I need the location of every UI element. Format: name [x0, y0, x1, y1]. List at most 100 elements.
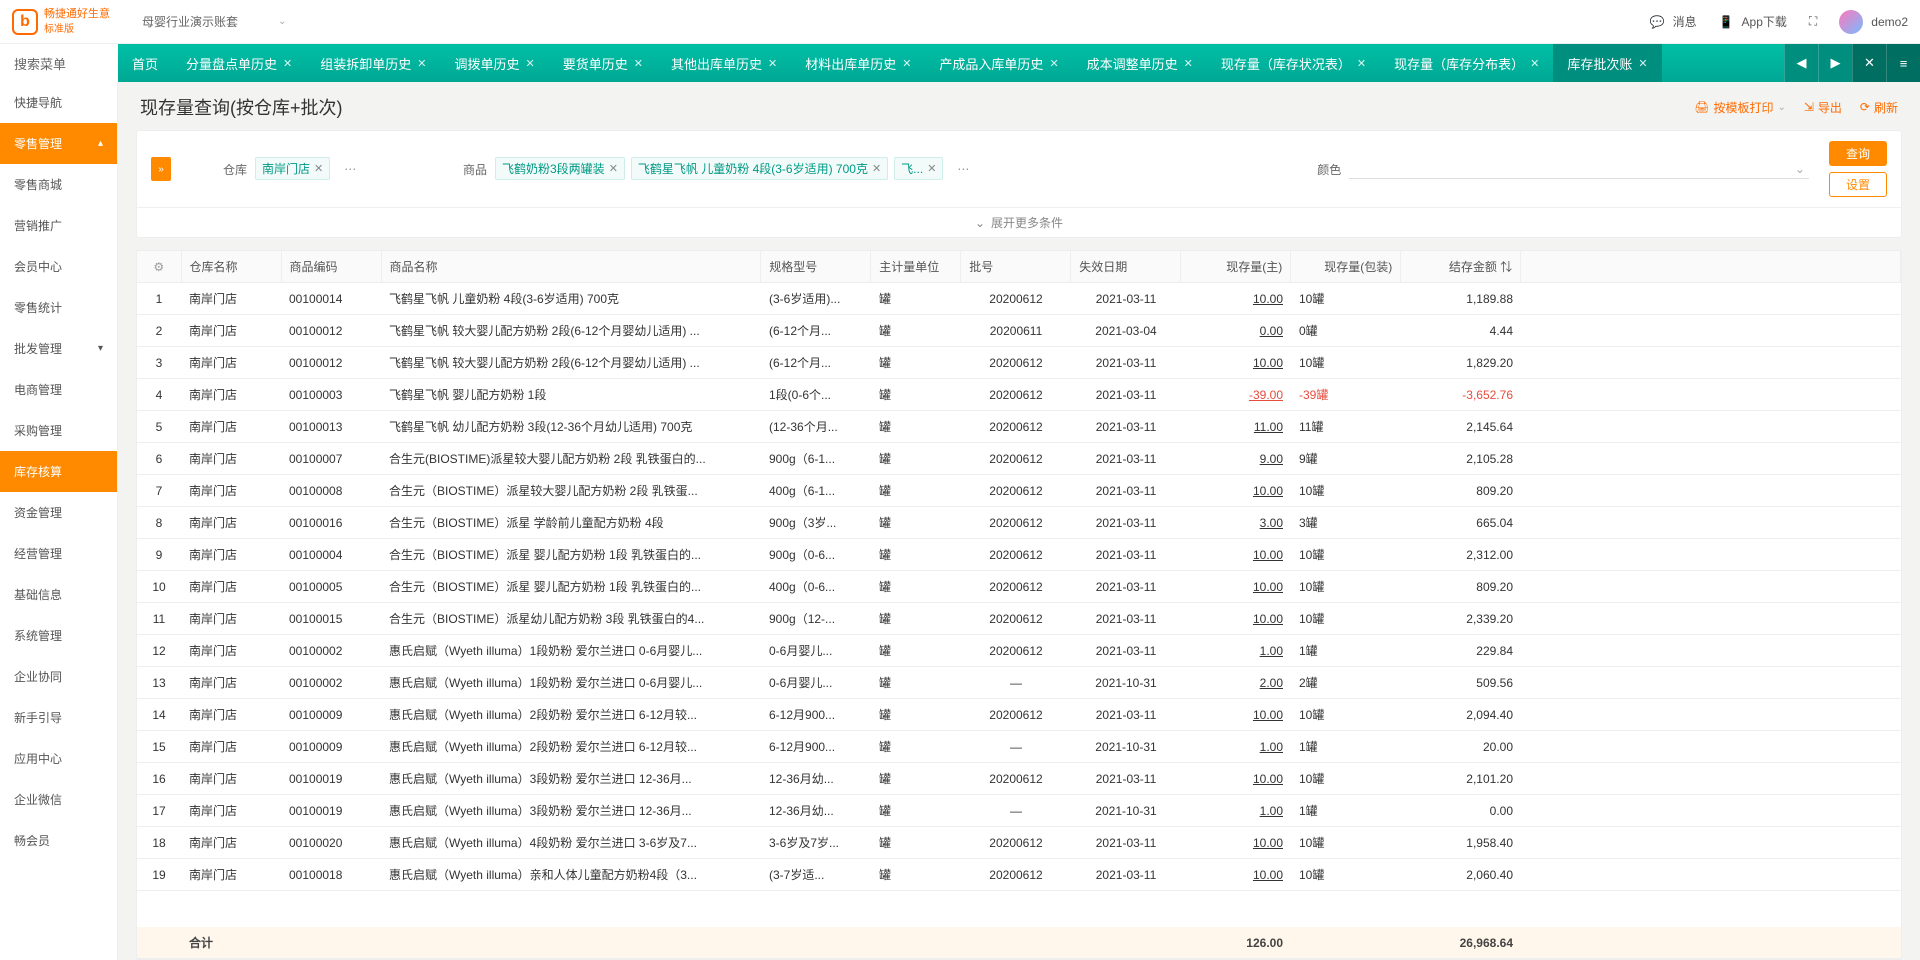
cell-qty[interactable]: 0.00 — [1181, 315, 1291, 347]
tab-menu[interactable]: ≡ — [1886, 44, 1920, 82]
table-row[interactable]: 11 南岸门店 00100015 合生元（BIOSTIME）派星幼儿配方奶粉 3… — [137, 603, 1901, 635]
tab[interactable]: 产成品入库单历史✕ — [925, 44, 1072, 82]
cell-qty[interactable]: 1.00 — [1181, 731, 1291, 763]
column-header[interactable]: 主计量单位 — [871, 251, 961, 283]
column-header[interactable]: 商品编码 — [281, 251, 381, 283]
tab[interactable]: 其他出库单历史✕ — [657, 44, 791, 82]
column-header[interactable]: 规格型号 — [761, 251, 871, 283]
table-row[interactable]: 6 南岸门店 00100007 合生元(BIOSTIME)派星较大婴儿配方奶粉 … — [137, 443, 1901, 475]
cell-qty[interactable]: 11.00 — [1181, 411, 1291, 443]
cell-qty[interactable]: 10.00 — [1181, 603, 1291, 635]
filter-chip[interactable]: 飞鹤奶粉3段两罐装✕ — [495, 157, 625, 180]
sidebar-item[interactable]: 会员中心 — [0, 246, 117, 287]
sidebar-item[interactable]: 基础信息 — [0, 574, 117, 615]
product-filter[interactable]: 飞鹤奶粉3段两罐装✕飞鹤星飞帆 儿童奶粉 4段(3-6岁适用) 700克✕飞..… — [495, 156, 943, 182]
cell-qty[interactable]: 10.00 — [1181, 827, 1291, 859]
export-button[interactable]: ⇲ 导出 — [1804, 99, 1842, 116]
sidebar-item[interactable]: 应用中心 — [0, 738, 117, 779]
close-icon[interactable]: ✕ — [283, 57, 292, 70]
tab[interactable]: 现存量（库存分布表）✕ — [1380, 44, 1553, 82]
column-header[interactable]: 商品名称 — [381, 251, 761, 283]
filter-chip[interactable]: 飞...✕ — [894, 157, 943, 180]
tab[interactable]: 要货单历史✕ — [549, 44, 657, 82]
sidebar-search[interactable]: 搜索菜单 — [0, 44, 118, 82]
filter-chip[interactable]: 南岸门店✕ — [255, 157, 330, 180]
sidebar-item[interactable]: 营销推广 — [0, 205, 117, 246]
tab-scroll-right[interactable]: ▶ — [1818, 44, 1852, 82]
print-button[interactable]: 🖨 按模板打印 ⌄ — [1694, 99, 1786, 116]
tab[interactable]: 调拨单历史✕ — [440, 44, 548, 82]
close-icon[interactable]: ✕ — [1638, 57, 1647, 70]
table-row[interactable]: 7 南岸门店 00100008 合生元（BIOSTIME）派星较大婴儿配方奶粉 … — [137, 475, 1901, 507]
close-icon[interactable]: ✕ — [1530, 57, 1539, 70]
close-icon[interactable]: ✕ — [417, 57, 426, 70]
table-row[interactable]: 8 南岸门店 00100016 合生元（BIOSTIME）派星 学龄前儿童配方奶… — [137, 507, 1901, 539]
cell-qty[interactable]: 10.00 — [1181, 347, 1291, 379]
close-icon[interactable]: ✕ — [609, 162, 618, 175]
close-icon[interactable]: ✕ — [872, 162, 881, 175]
table-row[interactable]: 1 南岸门店 00100014 飞鹤星飞帆 儿童奶粉 4段(3-6岁适用) 70… — [137, 283, 1901, 315]
refresh-button[interactable]: ⟳ 刷新 — [1860, 99, 1898, 116]
cell-qty[interactable]: 9.00 — [1181, 443, 1291, 475]
color-filter[interactable]: ⌄ — [1349, 160, 1809, 179]
column-header[interactable]: ⚙ — [137, 251, 181, 283]
app-download-link[interactable]: 📱 App下载 — [1719, 13, 1787, 30]
table-row[interactable]: 19 南岸门店 00100018 惠氏启赋（Wyeth illuma）亲和人体儿… — [137, 859, 1901, 891]
warehouse-picker-icon[interactable]: ⋯ — [338, 162, 362, 176]
cell-qty[interactable]: 10.00 — [1181, 571, 1291, 603]
tab[interactable]: 组装拆卸单历史✕ — [306, 44, 440, 82]
cell-qty[interactable]: 10.00 — [1181, 699, 1291, 731]
column-header[interactable]: 现存量(包装) — [1291, 251, 1401, 283]
table-row[interactable]: 9 南岸门店 00100004 合生元（BIOSTIME）派星 婴儿配方奶粉 1… — [137, 539, 1901, 571]
sidebar-item[interactable]: 库存核算 — [0, 451, 117, 492]
close-icon[interactable]: ✕ — [634, 57, 643, 70]
tab[interactable]: 现存量（库存状况表）✕ — [1207, 44, 1380, 82]
tab[interactable]: 分量盘点单历史✕ — [172, 44, 306, 82]
close-icon[interactable]: ✕ — [1184, 57, 1193, 70]
sidebar-item[interactable]: 资金管理 — [0, 492, 117, 533]
sidebar-item[interactable]: 批发管理▾ — [0, 328, 117, 369]
sidebar-item[interactable]: 经营管理 — [0, 533, 117, 574]
sidebar-item[interactable]: 快捷导航 — [0, 82, 117, 123]
column-header[interactable]: 现存量(主) — [1181, 251, 1291, 283]
table-row[interactable]: 16 南岸门店 00100019 惠氏启赋（Wyeth illuma）3段奶粉 … — [137, 763, 1901, 795]
close-icon[interactable]: ✕ — [927, 162, 936, 175]
table-row[interactable]: 2 南岸门店 00100012 飞鹤星飞帆 较大婴儿配方奶粉 2段(6-12个月… — [137, 315, 1901, 347]
cell-qty[interactable]: 1.00 — [1181, 795, 1291, 827]
sidebar-item[interactable]: 新手引导 — [0, 697, 117, 738]
table-row[interactable]: 4 南岸门店 00100003 飞鹤星飞帆 婴儿配方奶粉 1段 1段(0-6个.… — [137, 379, 1901, 411]
sidebar-item[interactable]: 零售统计 — [0, 287, 117, 328]
column-header[interactable]: 失效日期 — [1071, 251, 1181, 283]
account-selector[interactable]: 母婴行业演示账套 ⌄ — [142, 13, 286, 30]
close-icon[interactable]: ✕ — [1357, 57, 1366, 70]
close-icon[interactable]: ✕ — [768, 57, 777, 70]
close-icon[interactable]: ✕ — [1049, 57, 1058, 70]
sidebar-item[interactable]: 畅会员 — [0, 820, 117, 861]
sidebar-item[interactable]: 电商管理 — [0, 369, 117, 410]
cell-qty[interactable]: 3.00 — [1181, 507, 1291, 539]
cell-qty[interactable]: 2.00 — [1181, 667, 1291, 699]
table-row[interactable]: 17 南岸门店 00100019 惠氏启赋（Wyeth illuma）3段奶粉 … — [137, 795, 1901, 827]
fullscreen-icon[interactable]: ⛶ — [1809, 14, 1817, 29]
product-picker-icon[interactable]: ⋯ — [951, 162, 975, 176]
close-icon[interactable]: ✕ — [314, 162, 323, 175]
sidebar-item[interactable]: 零售商城 — [0, 164, 117, 205]
table-row[interactable]: 12 南岸门店 00100002 惠氏启赋（Wyeth illuma）1段奶粉 … — [137, 635, 1901, 667]
tab[interactable]: 成本调整单历史✕ — [1073, 44, 1207, 82]
warehouse-filter[interactable]: 南岸门店✕ — [255, 156, 330, 182]
column-header[interactable] — [1521, 251, 1901, 283]
sidebar-item[interactable]: 采购管理 — [0, 410, 117, 451]
sidebar-item[interactable]: 零售管理▴ — [0, 123, 117, 164]
messages-link[interactable]: 💬 消息 — [1650, 13, 1697, 30]
sidebar-item[interactable]: 企业协同 — [0, 656, 117, 697]
tab-scroll-left[interactable]: ◀ — [1784, 44, 1818, 82]
table-row[interactable]: 5 南岸门店 00100013 飞鹤星飞帆 幼儿配方奶粉 3段(12-36个月幼… — [137, 411, 1901, 443]
cell-qty[interactable]: 10.00 — [1181, 283, 1291, 315]
cell-qty[interactable]: -39.00 — [1181, 379, 1291, 411]
user-menu[interactable]: demo2 — [1839, 10, 1908, 34]
tab[interactable]: 首页 — [118, 44, 172, 82]
tab-close-all[interactable]: ✕ — [1852, 44, 1886, 82]
tab[interactable]: 材料出库单历史✕ — [791, 44, 925, 82]
expand-filters[interactable]: ⌄ 展开更多条件 — [137, 207, 1901, 237]
table-row[interactable]: 14 南岸门店 00100009 惠氏启赋（Wyeth illuma）2段奶粉 … — [137, 699, 1901, 731]
